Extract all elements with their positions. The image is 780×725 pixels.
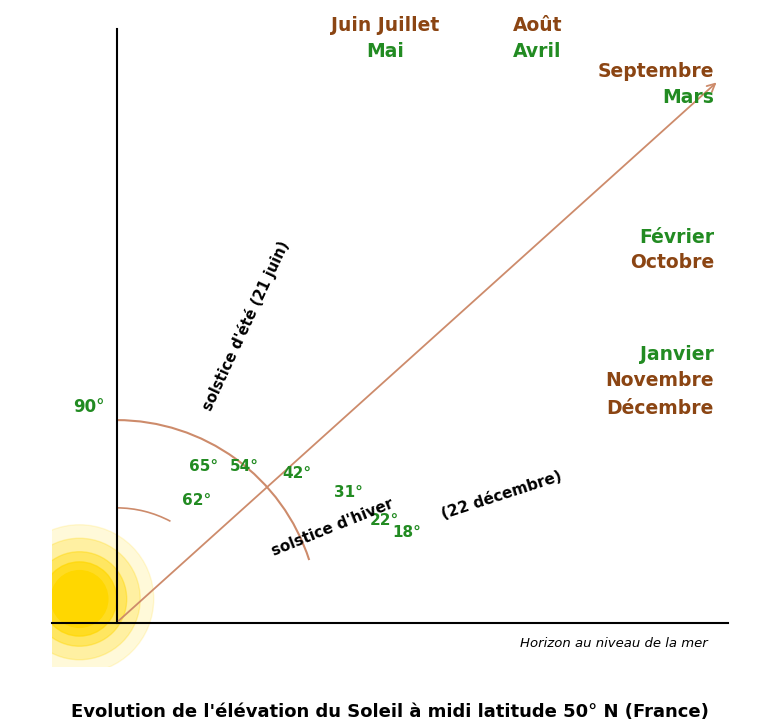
Text: Avril: Avril (513, 42, 562, 61)
Text: Evolution de l'élévation du Soleil à midi latitude 50° N (France): Evolution de l'élévation du Soleil à mid… (71, 703, 709, 721)
Text: Horizon au niveau de la mer: Horizon au niveau de la mer (519, 637, 707, 650)
Text: Août: Août (512, 16, 562, 36)
Circle shape (19, 538, 140, 660)
Circle shape (51, 571, 108, 627)
Text: Octobre: Octobre (629, 254, 714, 273)
Circle shape (32, 552, 126, 646)
Text: Février: Février (639, 228, 714, 247)
Text: Janvier: Janvier (640, 345, 714, 365)
Text: Novembre: Novembre (605, 371, 714, 390)
Text: 18°: 18° (392, 526, 421, 540)
Text: 22°: 22° (370, 513, 399, 528)
Text: Juin Juillet: Juin Juillet (332, 16, 440, 36)
Text: solstice d'été (21 juin): solstice d'été (21 juin) (200, 239, 292, 413)
Text: 90°: 90° (73, 397, 105, 415)
Text: (22 décembre): (22 décembre) (440, 468, 564, 522)
Text: solstice d'hiver: solstice d'hiver (270, 496, 396, 558)
Text: 65°: 65° (190, 459, 218, 474)
Circle shape (5, 525, 154, 674)
Text: 42°: 42° (282, 466, 311, 481)
Text: 54°: 54° (229, 460, 259, 474)
Text: Mai: Mai (367, 42, 405, 61)
Circle shape (42, 562, 116, 636)
Text: Mars: Mars (662, 88, 714, 107)
Text: 31°: 31° (334, 485, 363, 500)
Text: 62°: 62° (182, 493, 211, 508)
Text: Décembre: Décembre (607, 399, 714, 418)
Text: Septembre: Septembre (597, 62, 714, 81)
